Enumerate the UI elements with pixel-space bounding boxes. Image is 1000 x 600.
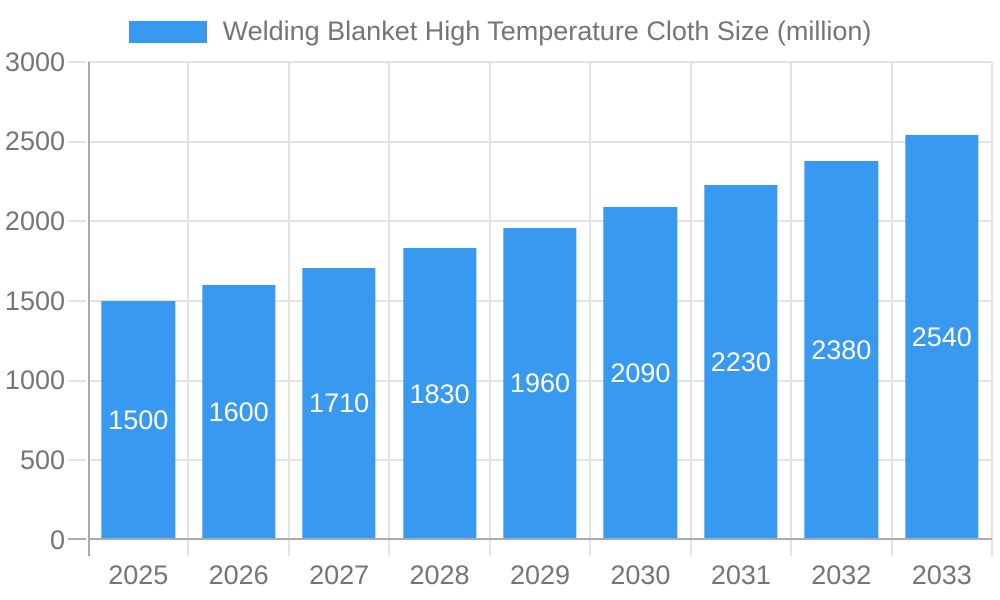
- category-cell: 1600 2026: [188, 62, 290, 590]
- y-axis-tick: [68, 379, 86, 382]
- bar-value-label: 2380: [811, 334, 872, 365]
- x-tick-label: 2033: [911, 560, 972, 590]
- category-cell: 2540 2033: [892, 62, 993, 590]
- bar: 1600: [202, 285, 276, 540]
- v-gridline: [488, 62, 491, 556]
- y-tick-label: 3000: [4, 46, 65, 77]
- bar-value-label: 1500: [108, 405, 169, 435]
- legend-swatch: [128, 20, 207, 43]
- bar-value-label: 1600: [208, 397, 269, 428]
- y-tick-label: 1000: [4, 365, 65, 396]
- x-tick-label: 2027: [309, 560, 370, 590]
- bar: 2090: [603, 207, 678, 540]
- bar-value-label: 2540: [911, 322, 972, 353]
- h-gridline: [88, 220, 992, 223]
- category-cell: 1500 2025: [88, 62, 190, 590]
- v-gridline: [689, 62, 692, 556]
- category-cell: 2090 2030: [590, 62, 692, 590]
- bar-value-label: 1710: [309, 388, 370, 419]
- category-cell: 1830 2028: [389, 62, 491, 590]
- v-gridline: [890, 62, 893, 556]
- v-gridline: [990, 62, 993, 556]
- x-tick-label: 2029: [509, 560, 571, 590]
- y-tick-label: 2500: [4, 126, 65, 157]
- x-tick-label: 2030: [610, 560, 671, 590]
- category-cell: 2230 2031: [691, 62, 793, 590]
- bar: 2540: [905, 135, 979, 540]
- y-axis-tick: [68, 220, 86, 223]
- y-axis-line: [88, 62, 90, 556]
- bar: 1710: [302, 267, 376, 540]
- bar: 2230: [704, 184, 778, 540]
- legend-label: Welding Blanket High Temperature Cloth S…: [222, 16, 872, 46]
- bar-series: 1500 2025 1600 2026 1710 2027 1830 2028 1960 2029…: [88, 62, 993, 590]
- h-gridline: [88, 140, 992, 143]
- y-axis-tick: [68, 300, 86, 302]
- h-gridline: [88, 61, 992, 63]
- v-gridline: [790, 62, 793, 556]
- y-axis-tick: [68, 61, 86, 63]
- bar: 1830: [402, 248, 477, 540]
- category-cell: 1960 2029: [490, 62, 592, 590]
- x-axis-line: [88, 538, 992, 540]
- category-cell: 1710 2027: [289, 62, 391, 590]
- x-tick-label: 2026: [208, 560, 269, 590]
- category-cell: 2380 2032: [791, 62, 893, 590]
- bar-value-label: 2090: [610, 358, 671, 388]
- bar-value-label: 2230: [710, 346, 771, 377]
- x-tick-label: 2031: [710, 560, 771, 590]
- x-tick-label: 2028: [409, 560, 470, 590]
- y-tick-label: 0: [49, 524, 65, 555]
- v-gridline: [287, 62, 290, 556]
- chart-legend[interactable]: Welding Blanket High Temperature Cloth S…: [0, 16, 1000, 47]
- v-gridline: [388, 62, 391, 556]
- plot-area: 1500 2025 1600 2026 1710 2027 1830 2028 1960 2029…: [5, 48, 993, 590]
- y-tick-label: 1500: [4, 285, 65, 316]
- v-gridline: [187, 62, 190, 556]
- y-axis-tick: [68, 459, 86, 462]
- v-gridline: [589, 62, 592, 556]
- bar: 1960: [503, 227, 577, 540]
- bar: 2380: [804, 160, 878, 540]
- bar-value-label: 1830: [409, 378, 470, 409]
- y-tick-label: 500: [19, 444, 65, 475]
- y-axis-tick: [68, 140, 86, 143]
- y-axis-tick: [68, 538, 86, 540]
- y-tick-label: 2000: [4, 205, 65, 236]
- x-tick-label: 2032: [811, 560, 872, 590]
- x-tick-label: 2025: [108, 560, 169, 590]
- bar: 1500: [101, 301, 175, 540]
- bar-value-label: 1960: [509, 368, 570, 399]
